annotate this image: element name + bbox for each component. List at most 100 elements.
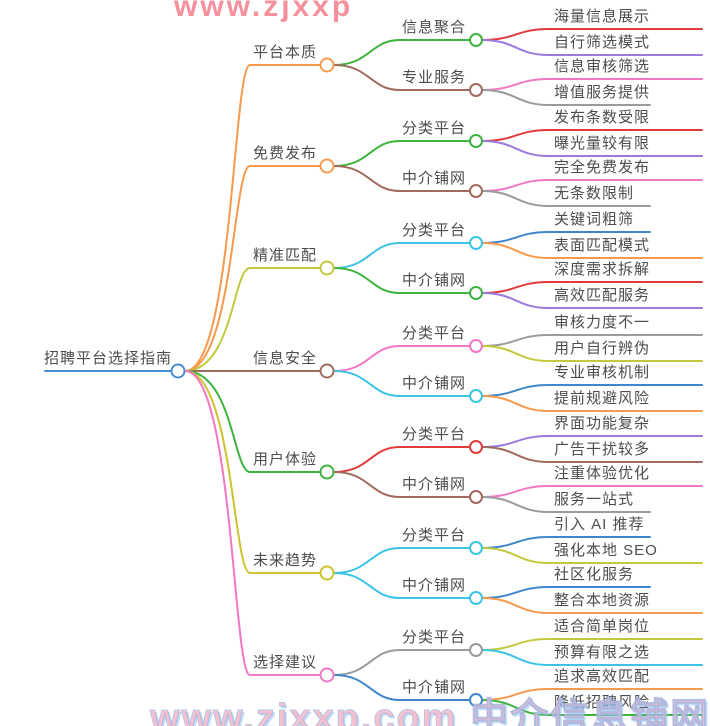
leaf-node-label[interactable]: 发布条数受限: [554, 109, 651, 126]
subnode-collapse-handle[interactable]: [469, 693, 483, 707]
root-collapse-handle[interactable]: [170, 363, 186, 379]
leaf-node-label[interactable]: 整合本地资源: [554, 592, 651, 609]
branch-collapse-handle[interactable]: [319, 363, 335, 379]
leaf-node-label[interactable]: 信息审核筛选: [554, 58, 651, 75]
branch-collapse-handle[interactable]: [319, 158, 335, 174]
subnode-label[interactable]: 分类平台: [401, 325, 466, 342]
subnode-connector: [333, 446, 470, 473]
subnode-label[interactable]: 分类平台: [401, 426, 466, 443]
leaf-node-label[interactable]: 用户自行辨伪: [554, 340, 651, 357]
leaf-connector: [481, 699, 703, 716]
leaf-node-label[interactable]: 审核力度不一: [554, 314, 651, 331]
subnode-collapse-handle[interactable]: [469, 541, 483, 555]
leaf-node-label[interactable]: 关键词粗筛: [554, 211, 635, 228]
leaf-node-label[interactable]: 增值服务提供: [554, 84, 651, 101]
subnode-connector: [333, 267, 470, 294]
leaf-node-label[interactable]: 界面功能复杂: [554, 415, 651, 432]
subnode-collapse-handle[interactable]: [469, 339, 483, 353]
leaf-connector: [481, 242, 703, 259]
subnode-collapse-handle[interactable]: [469, 83, 483, 97]
branch-connector: [184, 370, 321, 574]
branch-collapse-handle[interactable]: [319, 260, 335, 276]
subnode-label[interactable]: 分类平台: [401, 527, 466, 544]
leaf-node-label[interactable]: 适合简单岗位: [554, 618, 651, 635]
leaf-connector: [481, 345, 703, 362]
subnode-collapse-handle[interactable]: [469, 134, 483, 148]
leaf-node-label[interactable]: 社区化服务: [554, 566, 635, 583]
subnode-collapse-handle[interactable]: [469, 33, 483, 47]
subnode-connector: [333, 370, 470, 397]
subnode-label[interactable]: 分类平台: [401, 120, 466, 137]
leaf-node-label[interactable]: 注重体验优化: [554, 465, 651, 482]
subnode-label[interactable]: 分类平台: [401, 222, 466, 239]
subnode-connector: [333, 345, 470, 372]
leaf-connector: [481, 395, 703, 412]
subnode-connector: [333, 64, 470, 91]
branch-node-label[interactable]: 未来趋势: [252, 552, 317, 569]
leaf-node-label[interactable]: 提前规避风险: [554, 390, 651, 407]
branch-connector: [184, 64, 321, 372]
root-node-label[interactable]: 招聘平台选择指南: [44, 350, 173, 367]
subnode-collapse-handle[interactable]: [469, 440, 483, 454]
branch-node-label[interactable]: 精准匹配: [252, 247, 317, 264]
subnode-collapse-handle[interactable]: [469, 236, 483, 250]
branch-connector: [184, 165, 321, 372]
subnode-connector: [333, 39, 470, 66]
leaf-node-label[interactable]: 广告干扰较多: [554, 441, 651, 458]
leaf-node-label[interactable]: 表面匹配模式: [554, 237, 651, 254]
leaf-node-label[interactable]: 深度需求拆解: [554, 261, 651, 278]
subnode-label[interactable]: 中介铺网: [401, 679, 466, 696]
subnode-collapse-handle[interactable]: [469, 591, 483, 605]
branch-node-label[interactable]: 信息安全: [252, 350, 317, 367]
leaf-node-label[interactable]: 专业审核机制: [554, 364, 651, 381]
leaf-node-label[interactable]: 引入 AI 推荐: [554, 516, 645, 533]
subnode-label[interactable]: 专业服务: [401, 69, 466, 86]
leaf-node-label[interactable]: 高效匹配服务: [554, 287, 651, 304]
leaf-connector: [481, 39, 703, 56]
branch-collapse-handle[interactable]: [319, 667, 335, 683]
leaf-connector: [481, 89, 651, 106]
subnode-label[interactable]: 中介铺网: [401, 375, 466, 392]
subnode-collapse-handle[interactable]: [469, 184, 483, 198]
subnode-label[interactable]: 中介铺网: [401, 476, 466, 493]
leaf-node-label[interactable]: 海量信息展示: [554, 8, 651, 25]
subnode-label[interactable]: 分类平台: [401, 629, 466, 646]
branch-collapse-handle[interactable]: [319, 57, 335, 73]
leaf-node-label[interactable]: 预算有限之选: [554, 644, 651, 661]
leaf-node-label[interactable]: 降低招聘风险: [554, 694, 651, 711]
leaf-connector: [481, 547, 703, 564]
subnode-label[interactable]: 中介铺网: [401, 170, 466, 187]
leaf-connector: [481, 140, 703, 157]
leaf-connector: [481, 597, 703, 614]
branch-node-label[interactable]: 用户体验: [252, 451, 317, 468]
leaf-connector: [481, 292, 703, 309]
subnode-collapse-handle[interactable]: [469, 286, 483, 300]
subnode-collapse-handle[interactable]: [469, 389, 483, 403]
subnode-collapse-handle[interactable]: [469, 490, 483, 504]
branch-collapse-handle[interactable]: [319, 565, 335, 581]
branch-collapse-handle[interactable]: [319, 464, 335, 480]
branch-node-label[interactable]: 免费发布: [252, 145, 317, 162]
leaf-node-label[interactable]: 完全免费发布: [554, 159, 651, 176]
subnode-label[interactable]: 中介铺网: [401, 272, 466, 289]
subnode-label[interactable]: 信息聚合: [401, 19, 466, 36]
subnode-connector: [333, 674, 470, 701]
branch-connector: [184, 267, 321, 372]
leaf-connector: [481, 190, 651, 207]
subnode-collapse-handle[interactable]: [469, 643, 483, 657]
leaf-connector: [481, 446, 703, 463]
branch-node-label[interactable]: 平台本质: [252, 44, 317, 61]
subnode-connector: [333, 242, 470, 269]
subnode-connector: [333, 165, 470, 192]
leaf-connector: [481, 496, 651, 513]
subnode-label[interactable]: 中介铺网: [401, 577, 466, 594]
leaf-node-label[interactable]: 自行筛选模式: [554, 34, 651, 51]
leaf-node-label[interactable]: 追求高效匹配: [554, 668, 651, 685]
subnode-connector: [333, 547, 470, 574]
branch-node-label[interactable]: 选择建议: [252, 654, 317, 671]
leaf-node-label[interactable]: 曝光量较有限: [554, 135, 651, 152]
leaf-node-label[interactable]: 强化本地 SEO: [554, 542, 658, 559]
leaf-node-label[interactable]: 无条数限制: [554, 185, 635, 202]
leaf-node-label[interactable]: 服务一站式: [554, 491, 635, 508]
